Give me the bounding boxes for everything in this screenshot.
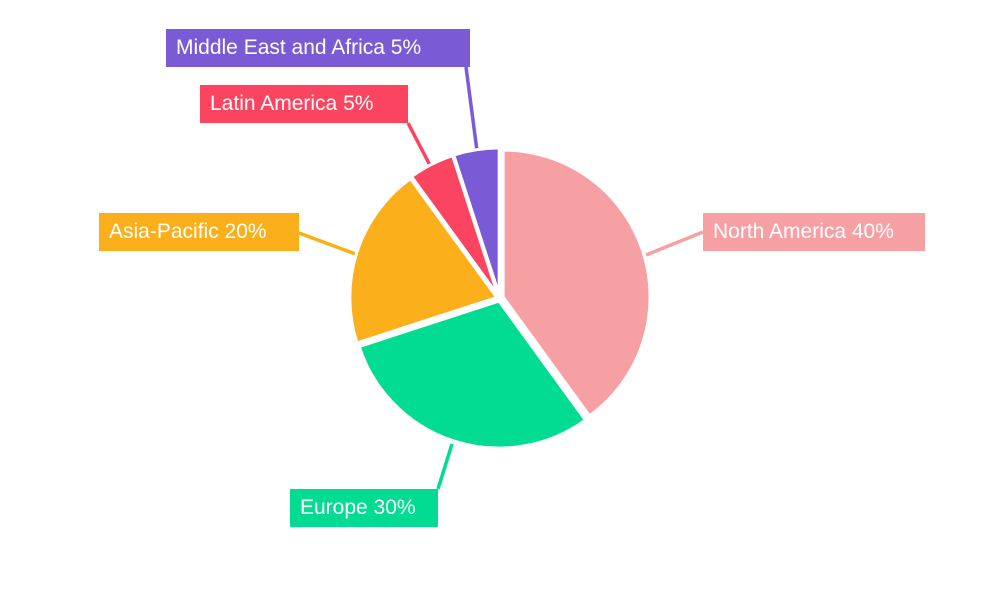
leader-line-europe	[436, 443, 454, 490]
pie-label-latin-america: Latin America 5%	[200, 85, 408, 123]
pie-slice-europe[interactable]	[357, 299, 587, 450]
pie-slice-north-america[interactable]	[501, 148, 652, 418]
pie-label-text-latin-america: Latin America 5%	[210, 92, 374, 115]
pie-slice-asia-pacific[interactable]	[348, 177, 499, 345]
pie-label-north-america: North America 40%	[703, 213, 925, 251]
pie-label-text-asia-pacific: Asia-Pacific 20%	[109, 220, 267, 243]
pie-label-asia-pacific: Asia-Pacific 20%	[99, 213, 299, 251]
leader-line-north-america	[645, 230, 704, 257]
leader-line-asia-pacific	[298, 231, 362, 258]
pie-label-text-middle-east-and-africa: Middle East and Africa 5%	[176, 36, 422, 59]
pie-label-text-europe: Europe 30%	[300, 496, 416, 519]
pie-slice-group	[348, 146, 652, 450]
pie-label-europe: Europe 30%	[290, 489, 438, 527]
pie-slice-middle-east-and-africa[interactable]	[452, 146, 501, 297]
pie-label-middle-east-and-africa: Middle East and Africa 5%	[166, 29, 470, 67]
pie-label-text-north-america: North America 40%	[713, 220, 894, 243]
